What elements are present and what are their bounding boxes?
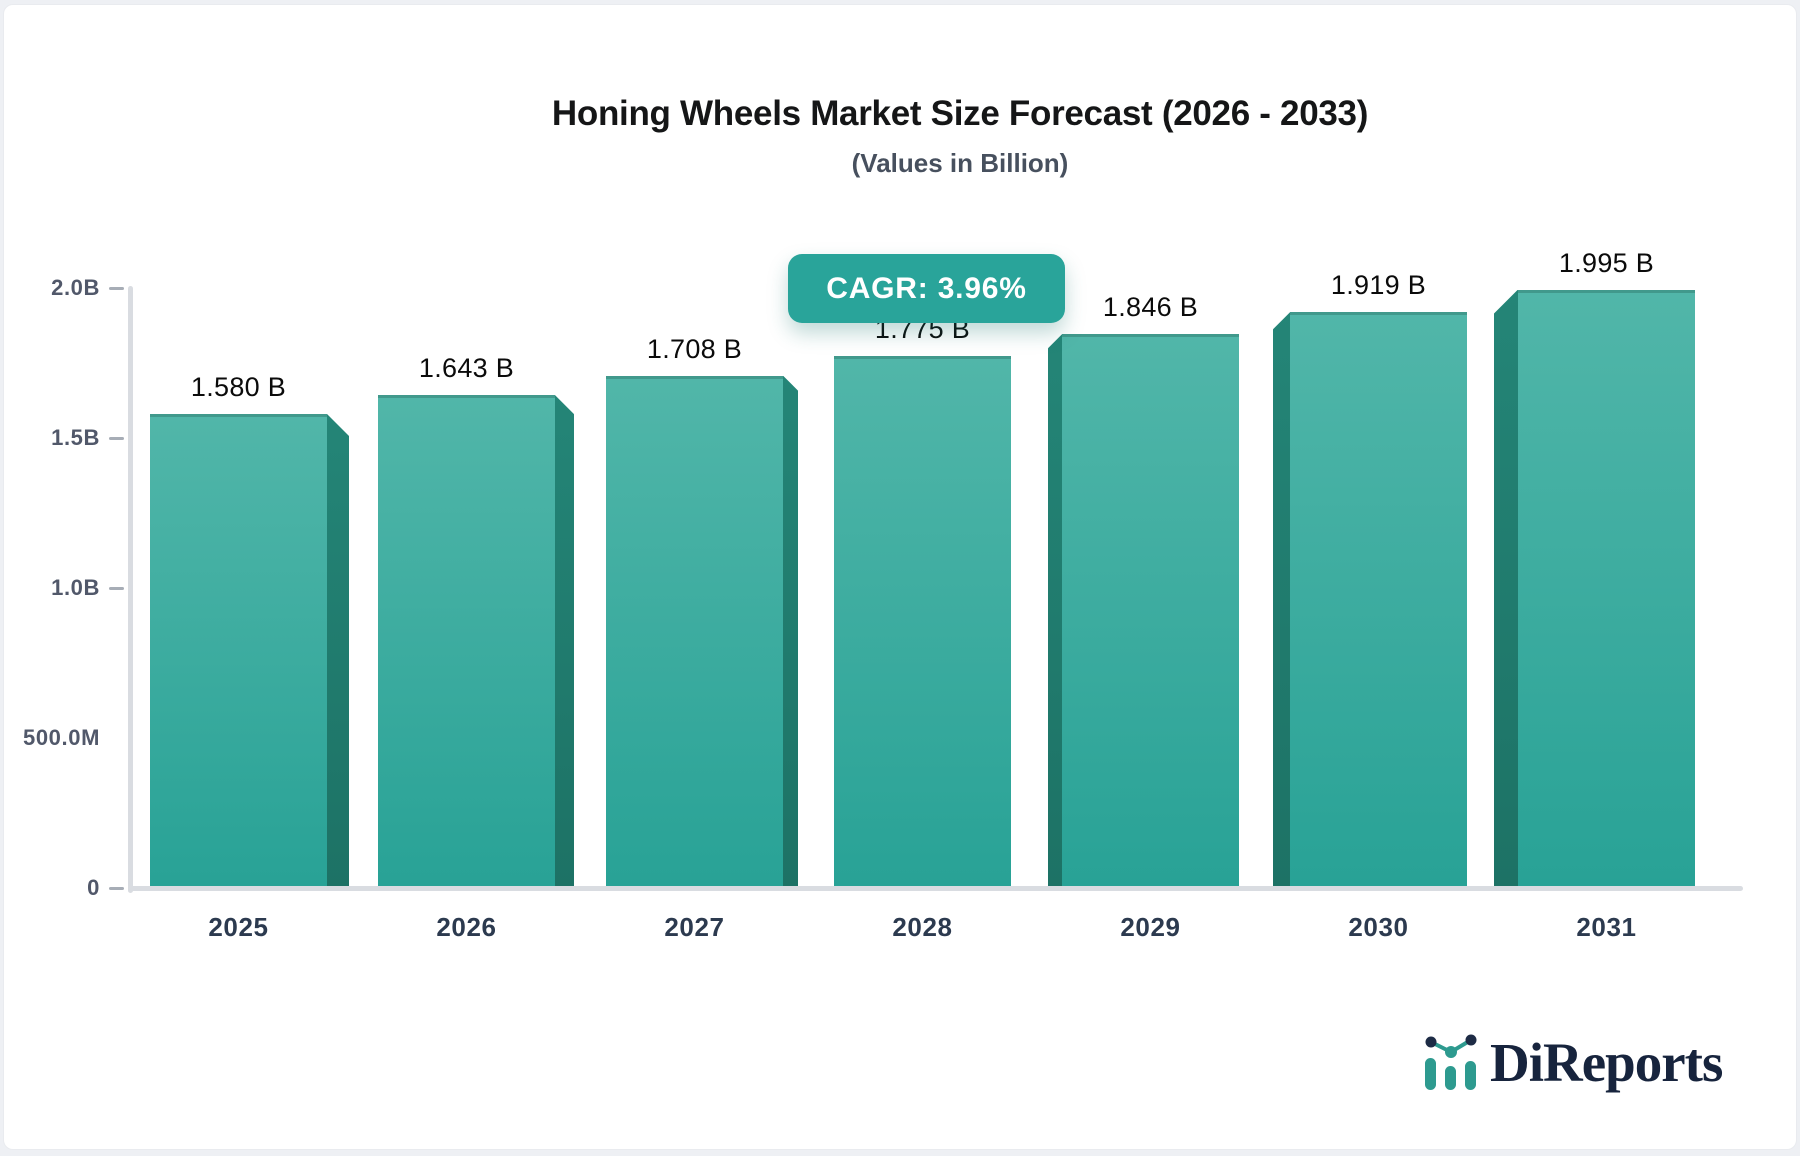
x-axis-category-label: 2025	[208, 912, 269, 942]
bar-line-chart-icon	[1425, 1034, 1477, 1090]
bar-value-label: 1.643 B	[418, 353, 515, 384]
x-axis-category-label: 2031	[1576, 912, 1637, 942]
x-axis-category-label: 2027	[664, 912, 725, 942]
bar	[1290, 312, 1467, 888]
y-axis-tick-label: 2.0B	[51, 275, 100, 300]
bar-value-label: 1.580 B	[190, 372, 287, 402]
x-axis-line	[128, 886, 1743, 891]
y-axis-tick-mark	[109, 886, 124, 890]
y-axis-tick: 500.0M	[10, 723, 124, 753]
y-axis-tick: 0	[10, 873, 124, 903]
y-axis-tick-label: 500.0M	[23, 725, 100, 750]
y-axis-line	[128, 286, 133, 893]
bar-3d-side	[1494, 289, 1518, 888]
bar-value-label: 1.995 B	[1558, 247, 1655, 278]
y-axis-tick: 2.0B	[10, 273, 124, 303]
bar-value-label: 1.919 B	[1330, 270, 1427, 301]
bar-3d-side	[783, 375, 798, 888]
bar-3d-side	[1273, 312, 1290, 888]
y-axis-tick-mark	[109, 286, 124, 290]
x-axis-category-label: 2026	[436, 912, 497, 942]
bar	[1062, 334, 1239, 888]
bar	[150, 414, 327, 888]
logo-text: DiReports	[1490, 1031, 1723, 1093]
bar-3d-side	[555, 395, 574, 888]
bar-value-label: 1.708 B	[646, 333, 743, 364]
y-axis-tick-label: 0	[87, 875, 100, 900]
cagr-badge-label: CAGR: 3.96%	[826, 271, 1027, 305]
y-axis-tick-mark	[109, 586, 124, 590]
chart-title: Honing Wheels Market Size Forecast (2026…	[551, 94, 1369, 133]
bar	[834, 355, 1011, 888]
x-axis-category-label: 2029	[1120, 912, 1181, 942]
bar	[378, 395, 555, 888]
y-axis-tick-label: 1.0B	[51, 575, 100, 600]
x-axis-category-label: 2030	[1348, 912, 1409, 942]
y-axis-tick-mark	[109, 436, 124, 440]
chart-subtitle: (Values in Billion)	[851, 148, 1069, 178]
bar	[1518, 289, 1695, 888]
bar-value-label: 1.846 B	[1102, 292, 1199, 323]
bar-3d-side	[1048, 334, 1062, 888]
y-axis-tick: 1.0B	[10, 573, 124, 603]
cagr-badge: CAGR: 3.96%	[788, 254, 1065, 323]
bar-3d-side	[327, 414, 349, 888]
y-axis-tick: 1.5B	[10, 423, 124, 453]
x-axis-category-label: 2028	[892, 912, 953, 942]
logo: DiReports	[1424, 1026, 1723, 1098]
bar	[606, 375, 783, 888]
y-axis-tick-label: 1.5B	[51, 425, 100, 450]
